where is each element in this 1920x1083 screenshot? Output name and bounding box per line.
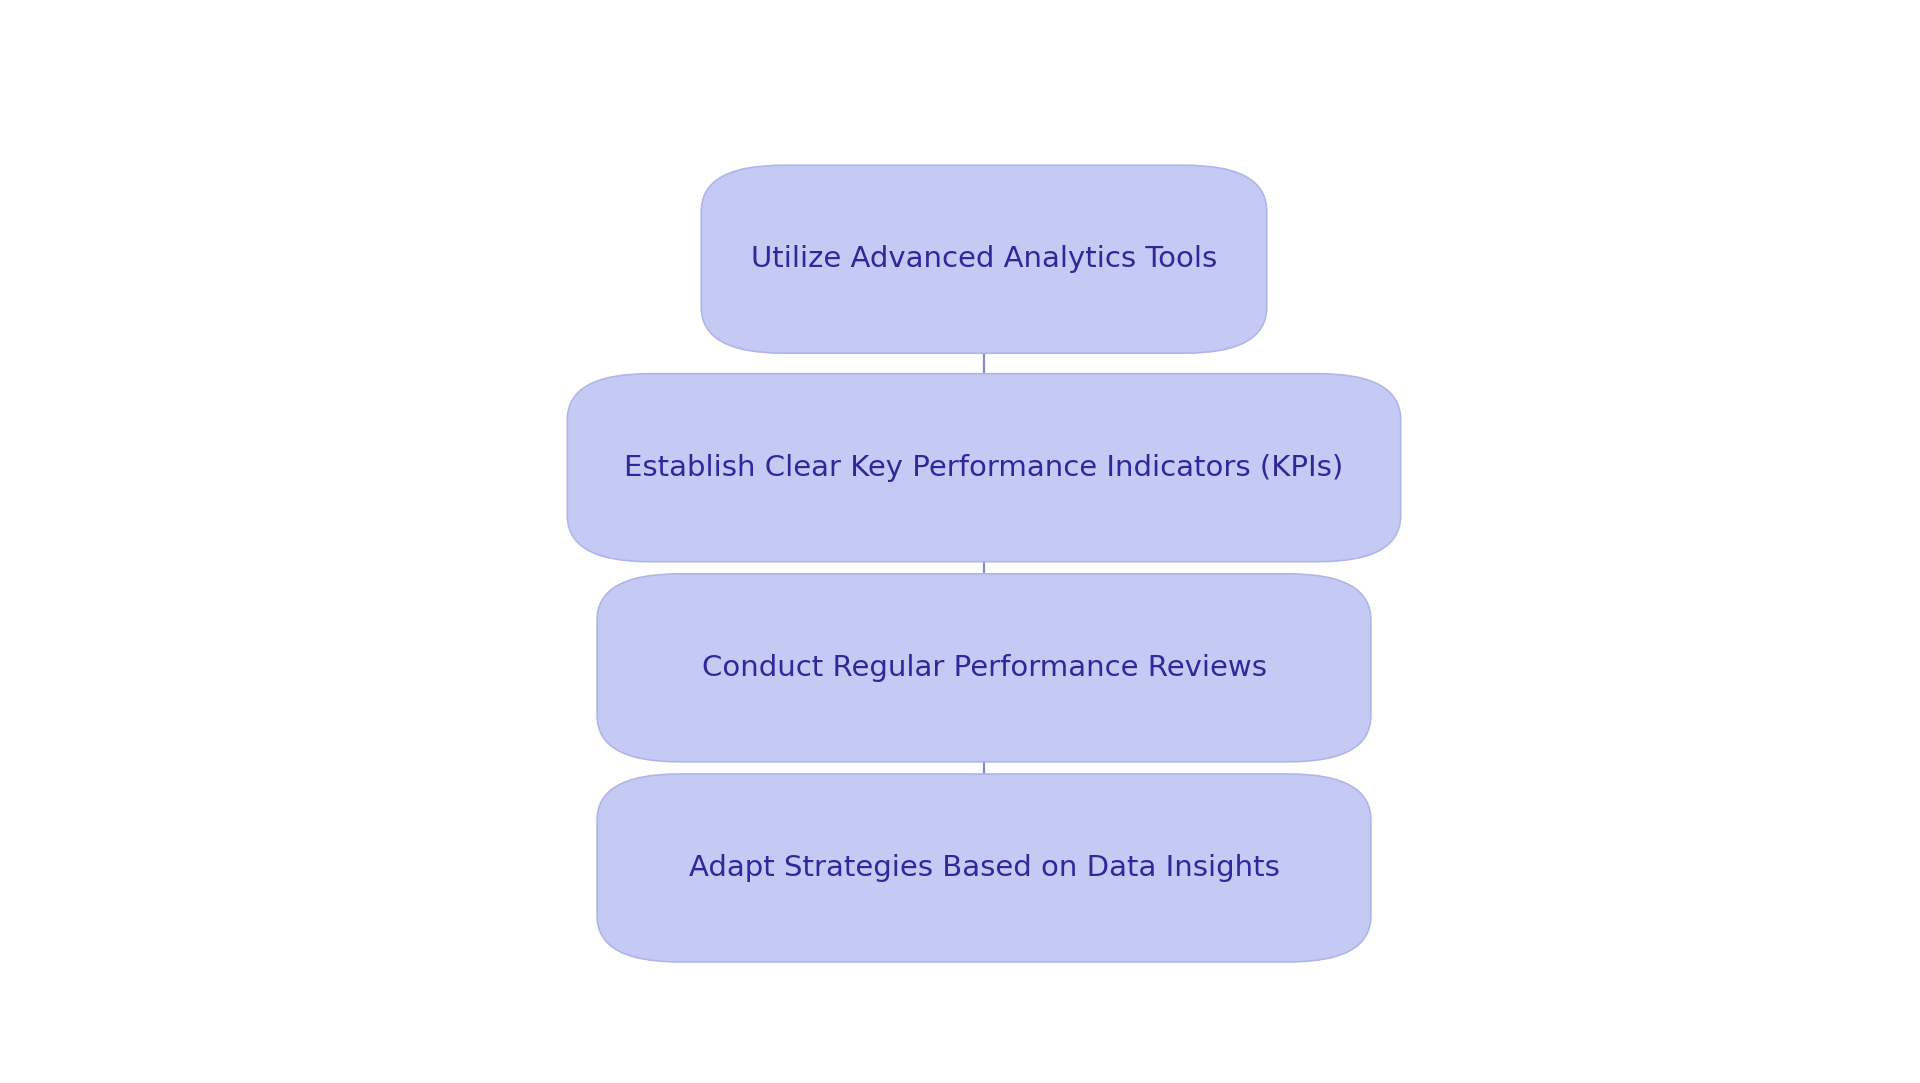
FancyBboxPatch shape (568, 374, 1402, 562)
FancyBboxPatch shape (701, 166, 1267, 353)
Text: Conduct Regular Performance Reviews: Conduct Regular Performance Reviews (701, 654, 1267, 682)
FancyBboxPatch shape (597, 574, 1371, 761)
Text: Utilize Advanced Analytics Tools: Utilize Advanced Analytics Tools (751, 245, 1217, 273)
Text: Establish Clear Key Performance Indicators (KPIs): Establish Clear Key Performance Indicato… (624, 454, 1344, 482)
Text: Adapt Strategies Based on Data Insights: Adapt Strategies Based on Data Insights (689, 854, 1279, 882)
FancyBboxPatch shape (597, 774, 1371, 962)
